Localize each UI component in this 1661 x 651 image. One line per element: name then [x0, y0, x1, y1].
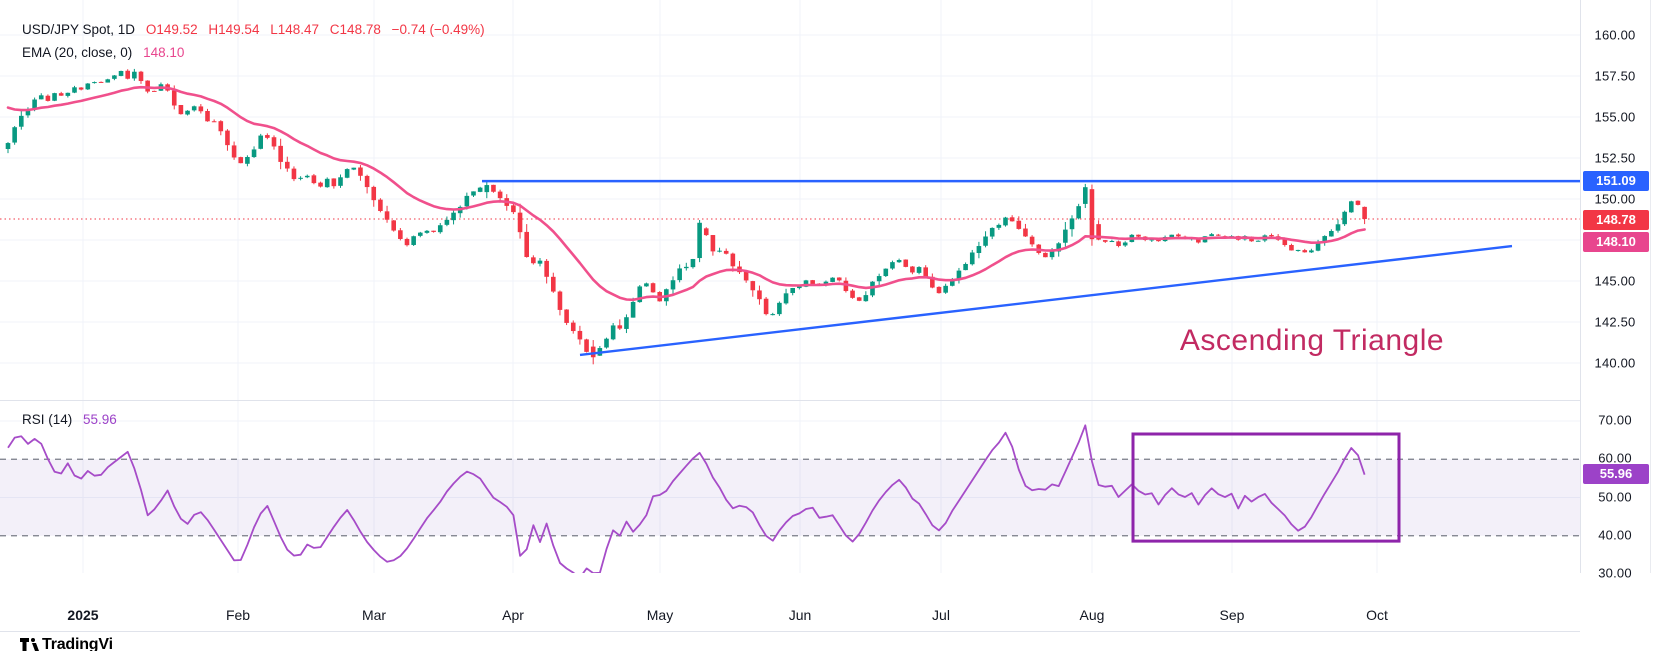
- price-tick-label: 145.00: [1594, 273, 1636, 289]
- time-label-Feb: Feb: [225, 607, 251, 623]
- price-badge-148.10: 148.10: [1583, 232, 1649, 252]
- price-tick-label: 150.00: [1594, 191, 1636, 207]
- ascending-triangle-annotation[interactable]: Ascending Triangle: [1179, 324, 1445, 357]
- ema-value: 148.10: [143, 45, 185, 60]
- rsi-tick-label: 30.00: [1598, 565, 1632, 581]
- time-label-Jun: Jun: [788, 607, 812, 623]
- price-tick-label: 160.00: [1594, 27, 1636, 43]
- time-scale[interactable]: 2025 Feb Mar Apr May Jun Jul Aug Sep Oct: [0, 573, 1580, 632]
- price-badge-55.96: 55.96: [1583, 464, 1649, 484]
- close-label: C: [329, 22, 340, 37]
- time-label-May: May: [646, 607, 674, 623]
- rsi-tick-label: 60.00: [1598, 450, 1632, 466]
- price-tick-label: 142.50: [1594, 314, 1636, 330]
- rsi-tick-label: 70.00: [1598, 412, 1632, 428]
- open-label: O: [145, 22, 157, 37]
- change-value: −0.74 (−0.49%): [391, 22, 485, 37]
- price-tick-label: 140.00: [1594, 355, 1636, 371]
- high-value: 149.54: [218, 22, 260, 37]
- rsi-label: RSI (14): [22, 412, 73, 427]
- rsi-pane-canvas[interactable]: [0, 400, 1580, 573]
- time-label-Jul: Jul: [932, 607, 950, 623]
- time-label-Sep: Sep: [1219, 607, 1245, 623]
- tradingview-wordmark: TradingVi: [42, 636, 113, 651]
- tradingview-icon: [20, 638, 39, 651]
- time-label-Aug: Aug: [1079, 607, 1105, 623]
- rsi-tick-label: 50.00: [1598, 489, 1632, 504]
- time-label-Oct: Oct: [1366, 607, 1388, 623]
- rsi-value: 55.96: [83, 412, 117, 427]
- time-label-Apr: Apr: [502, 607, 524, 623]
- price-scale-edge: [1650, 0, 1651, 573]
- rsi-legend[interactable]: RSI (14) 55.96: [22, 412, 124, 427]
- close-value: 148.78: [339, 22, 381, 37]
- open-value: 149.52: [156, 22, 198, 37]
- time-label-2025: 2025: [67, 607, 99, 623]
- price-badge-148.78: 148.78: [1583, 210, 1649, 230]
- rsi-tick-label: 40.00: [1598, 527, 1632, 543]
- ema-legend[interactable]: EMA (20, close, 0) 148.10: [22, 45, 191, 60]
- price-tick-label: 157.50: [1594, 68, 1636, 84]
- low-value: 148.47: [277, 22, 320, 37]
- time-label-Mar: Mar: [361, 607, 387, 623]
- price-pane-canvas[interactable]: [0, 0, 1580, 400]
- low-label: L: [270, 22, 278, 37]
- symbol-legend[interactable]: USD/JPY Spot, 1D O149.52 H149.54 L148.47…: [22, 22, 492, 37]
- high-label: H: [208, 22, 219, 37]
- tradingview-logo[interactable]: TradingVi: [20, 636, 113, 651]
- price-scale[interactable]: 160.00 157.50 155.00 152.50 150.00 145.00 142.…: [1580, 0, 1661, 581]
- price-badge-151.09: 151.09: [1583, 171, 1649, 191]
- price-tick-label: 155.00: [1594, 109, 1636, 125]
- ema-label: EMA (20, close, 0): [22, 45, 133, 60]
- price-tick-label: 152.50: [1594, 150, 1636, 166]
- symbol-title[interactable]: USD/JPY Spot, 1D: [22, 22, 136, 37]
